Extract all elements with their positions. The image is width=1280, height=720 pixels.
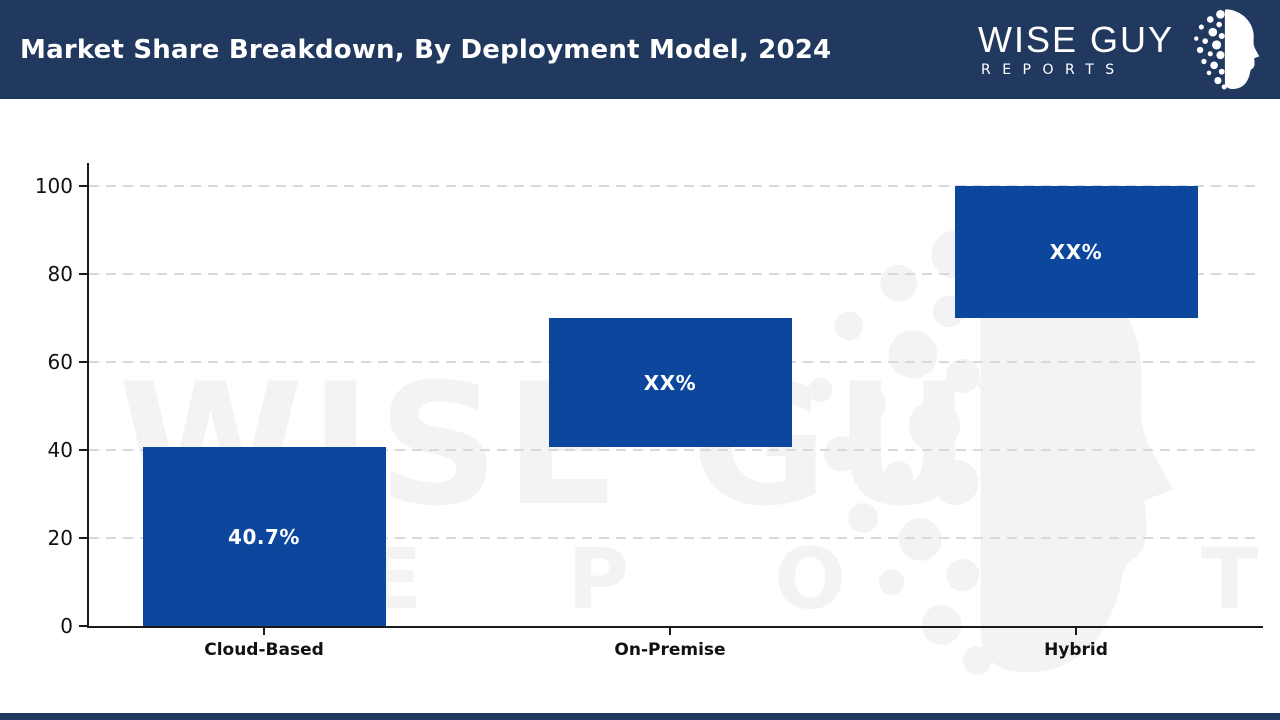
bar-value-label: XX% — [1049, 240, 1103, 264]
bar-cloud-based: 40.7% — [142, 447, 386, 626]
chart-title: Market Share Breakdown, By Deployment Mo… — [20, 34, 832, 65]
footer-bar — [0, 713, 1280, 720]
y-tick-mark — [79, 537, 87, 539]
bar-value-label: 40.7% — [228, 524, 300, 549]
y-tick-label: 100 — [34, 174, 73, 198]
x-tick-label-on-premise: On-Premise — [614, 640, 726, 660]
wise-guy-reports-logo: WISE GUY REPORTS — [978, 8, 1266, 92]
y-tick-label: 0 — [60, 614, 73, 638]
y-axis-line — [87, 163, 89, 628]
x-tick-mark — [1075, 628, 1077, 635]
x-tick-label-cloud-based: Cloud-Based — [204, 640, 324, 660]
bar-on-premise: XX% — [548, 318, 792, 447]
y-tick-mark — [79, 625, 87, 627]
y-tick-label: 40 — [47, 438, 73, 462]
gridline — [89, 537, 1262, 539]
x-tick-mark — [263, 628, 265, 635]
logo-face-icon — [1194, 8, 1260, 89]
x-axis-line — [87, 626, 1263, 628]
x-tick-label-hybrid: Hybrid — [1044, 640, 1108, 660]
y-tick-label: 80 — [47, 262, 73, 286]
y-tick-mark — [79, 273, 87, 275]
y-tick-mark — [79, 449, 87, 451]
logo-wordmark: WISE GUY — [977, 18, 1174, 60]
y-tick-mark — [79, 361, 87, 363]
x-tick-mark — [669, 628, 671, 635]
y-tick-label: 20 — [47, 526, 73, 550]
gridline — [89, 185, 1262, 187]
header-bar: Market Share Breakdown, By Deployment Mo… — [0, 0, 1280, 99]
bar-hybrid: XX% — [954, 186, 1198, 318]
logo-subtitle: REPORTS — [980, 61, 1126, 78]
gridline — [89, 273, 1262, 275]
bar-value-label: XX% — [643, 370, 697, 395]
gridline — [89, 449, 1262, 451]
logo-text: WISE GUY REPORTS — [977, 18, 1174, 78]
chart-plot-area: WISE GUY R E P O R T S 02040608010040.7%… — [0, 99, 1280, 713]
y-tick-mark — [79, 185, 87, 187]
y-tick-label: 60 — [47, 350, 73, 374]
